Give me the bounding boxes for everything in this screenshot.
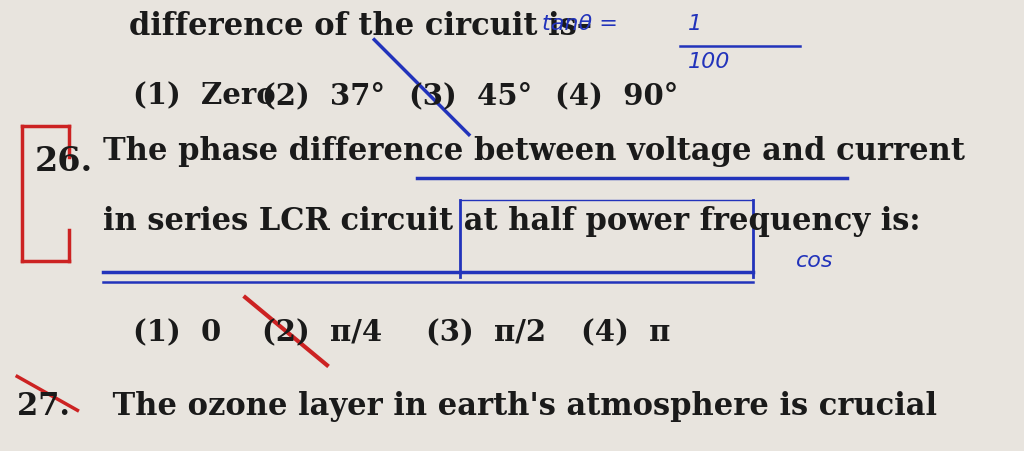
Text: 27.    The ozone layer in earth's atmosphere is crucial: 27. The ozone layer in earth's atmospher… <box>17 390 937 421</box>
Text: 1: 1 <box>688 14 702 33</box>
Text: 26.: 26. <box>35 144 92 177</box>
Text: (2)  37°: (2) 37° <box>262 81 385 110</box>
Text: (3)  π/2: (3) π/2 <box>426 318 546 347</box>
Text: (3)  45°: (3) 45° <box>409 81 531 110</box>
Text: in series LCR circuit at half power frequency is:: in series LCR circuit at half power freq… <box>103 205 921 236</box>
Text: The phase difference between voltage and current: The phase difference between voltage and… <box>103 135 966 166</box>
Text: cos: cos <box>796 250 834 270</box>
Text: (4)  90°: (4) 90° <box>555 81 678 110</box>
Text: 100: 100 <box>688 52 731 72</box>
Text: difference of the circuit is–: difference of the circuit is– <box>129 11 592 42</box>
Text: tanθ =: tanθ = <box>542 14 617 33</box>
Text: (4)  π: (4) π <box>581 318 670 347</box>
Text: (1)  Zero: (1) Zero <box>133 81 276 110</box>
Text: (2)  π/4: (2) π/4 <box>262 318 383 347</box>
Text: (1)  0: (1) 0 <box>133 318 221 347</box>
